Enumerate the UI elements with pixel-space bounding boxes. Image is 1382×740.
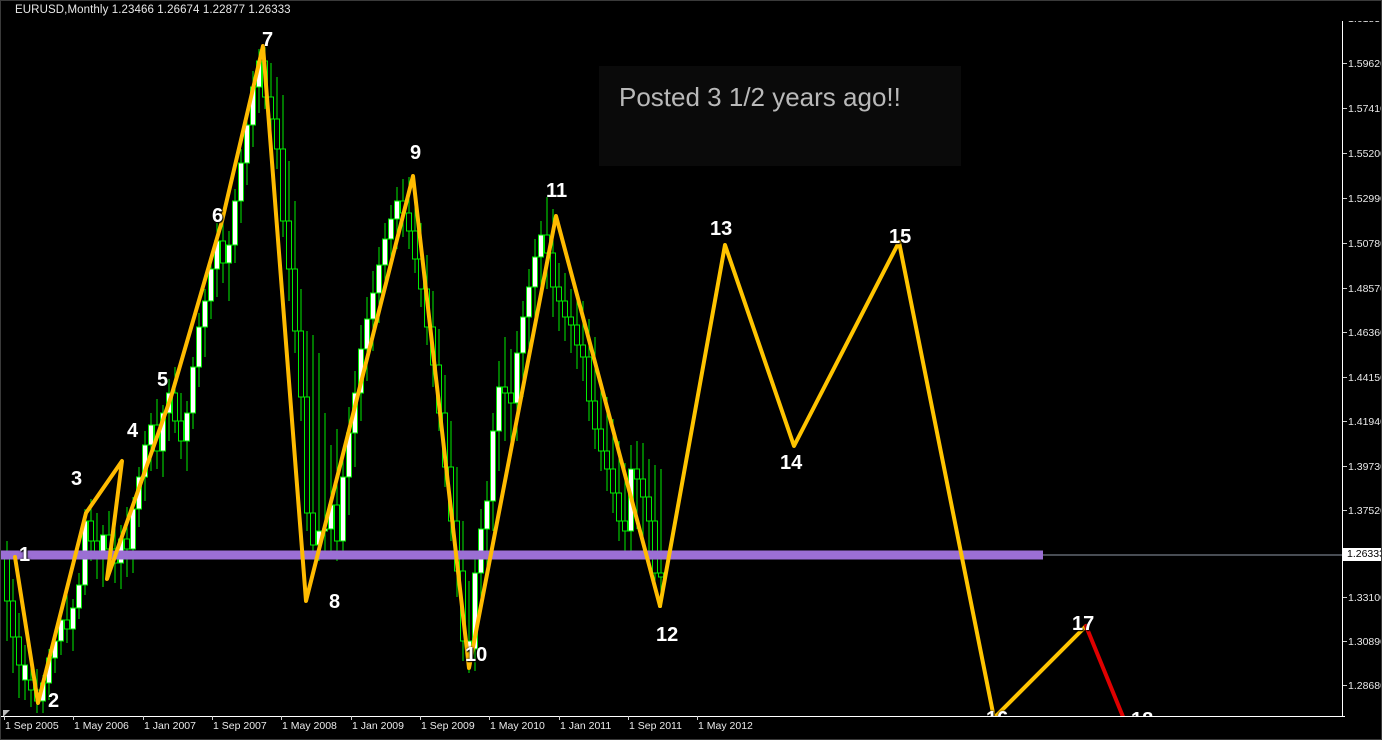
price-tick: 1.41940 [1343,416,1381,428]
tick-dash-icon [559,716,560,720]
tick-dash-icon [212,716,213,720]
wave-label-17: 17 [1072,613,1095,635]
time-tick-label: 1 Sep 2005 [4,716,59,732]
price-tick: 1.48570 [1343,283,1381,295]
price-tick: 1.52990 [1343,193,1381,205]
tick-dash-icon [1343,288,1347,289]
wave-label-9: 9 [410,142,422,164]
time-scale-axis[interactable]: 1 Sep 2005 1 May 2006 1 Jan 2007 1 Sep 2007… [1,716,1345,739]
price-tick: 1.59620 [1343,58,1381,70]
chart-canvas [1,44,1345,719]
tick-dash-icon [1343,153,1347,154]
price-tick-label: 1.28680 [1348,680,1381,692]
price-tick: 1.50780 [1343,238,1381,250]
tick-dash-icon [1343,198,1347,199]
price-tick-label: 1.41940 [1348,416,1381,428]
tick-dash-icon [697,716,698,720]
wave-label-12: 12 [656,624,679,646]
tick-dash-icon [1343,597,1347,598]
wave-label-14: 14 [780,452,803,474]
tick-dash-icon [1343,243,1347,244]
price-tick: 1.46360 [1343,327,1381,339]
price-tick-label: 1.59620 [1348,58,1381,70]
wave-label-6: 6 [212,205,224,227]
wave-label-7: 7 [262,29,274,51]
tick-dash-icon [4,716,5,720]
time-tick-label: 1 May 2008 [281,716,337,732]
time-tick-label: 1 May 2010 [489,716,545,732]
price-tick-label: 1.33100 [1348,592,1381,604]
price-tick: 1.39730 [1343,461,1381,473]
price-tick-label: 1.52990 [1348,193,1381,205]
time-tick-label: 1 Sep 2007 [212,716,267,732]
price-tick-label: 1.50780 [1348,238,1381,250]
tick-dash-icon [1343,685,1347,686]
chart-plot-area[interactable]: Posted 3 1/2 years ago!! 1 2 3 4 5 6 7 8 9 10 11 12… [1,21,1345,719]
wave-lines-group [13,44,1133,719]
time-tick-label: 1 May 2012 [697,716,753,732]
wave-label-11: 11 [546,180,568,202]
time-tick-label: 1 Jan 2007 [143,716,196,732]
tick-dash-icon [351,716,352,720]
wave-label-5: 5 [157,369,169,391]
price-tick: 1.28680 [1343,680,1381,692]
candlestick-series [4,47,664,713]
annotation-text: Posted 3 1/2 years ago!! [619,82,901,112]
tick-dash-icon [143,716,144,720]
price-tick: 1.30890 [1343,636,1381,648]
price-tick-label: 1.39730 [1348,461,1381,473]
current-price-tag: 1.26333 [1343,548,1381,561]
wave-label-16: 16 [986,708,1009,719]
tick-dash-icon [1343,510,1347,511]
wave-label-8: 8 [329,591,341,613]
price-tick-label: 1.46360 [1348,327,1381,339]
wave-label-3: 3 [71,468,83,490]
tick-dash-icon [1343,108,1347,109]
tick-dash-icon [489,716,490,720]
tick-dash-icon [1343,63,1347,64]
symbol-header: EURUSD,Monthly 1.23466 1.26674 1.22877 1… [1,1,1381,21]
wave-series-0 [13,44,662,705]
price-tick-label: 1.57410 [1348,103,1381,115]
time-tick-label: 1 May 2006 [73,716,129,732]
wave-series-2 [1084,624,1133,719]
time-tick-label: 1 Sep 2011 [628,716,682,732]
price-tick-label: 1.30890 [1348,636,1381,648]
tick-dash-icon [1343,332,1347,333]
wave-label-10: 10 [465,644,488,666]
price-tick-label: 1.48570 [1348,283,1381,295]
wave-label-1: 1 [19,544,31,566]
wave-label-18: 18 [1131,710,1153,719]
price-scale-axis[interactable]: 1.618301.596201.574101.552001.529901.507… [1342,1,1381,739]
wave-series-1 [658,240,1088,719]
wave-label-15: 15 [889,226,912,248]
tick-dash-icon [281,716,282,720]
symbol-ohlc-text: EURUSD,Monthly 1.23466 1.26674 1.22877 1… [15,4,291,16]
wave-label-4: 4 [127,420,139,442]
price-tick-label: 1.44150 [1348,372,1381,384]
time-tick-label: 1 Jan 2011 [559,716,611,732]
time-tick-label: 1 Jan 2009 [351,716,404,732]
price-tick: 1.57410 [1343,103,1381,115]
price-tick: 1.55200 [1343,148,1381,160]
price-tick-label: 1.37520 [1348,505,1381,517]
tick-dash-icon [1343,377,1347,378]
wave-label-2: 2 [48,690,60,712]
tick-dash-icon [1343,421,1347,422]
time-tick-label: 1 Sep 2009 [420,716,475,732]
cursor-arrow-icon [3,710,10,717]
wave-label-13: 13 [710,218,733,240]
tick-dash-icon [420,716,421,720]
price-tick: 1.44150 [1343,372,1381,384]
price-tick: 1.37520 [1343,505,1381,517]
price-tick-label: 1.55200 [1348,148,1381,160]
price-tick: 1.33100 [1343,592,1381,604]
tick-dash-icon [1343,641,1347,642]
tick-dash-icon [1343,466,1347,467]
tick-dash-icon [628,716,629,720]
annotation-box: Posted 3 1/2 years ago!! [599,66,961,166]
tick-dash-icon [73,716,74,720]
